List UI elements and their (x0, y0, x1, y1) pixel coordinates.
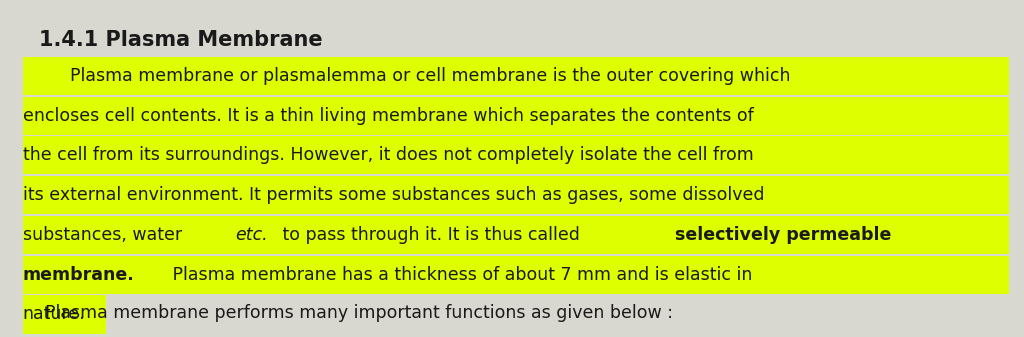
Text: to pass through it. It is thus called: to pass through it. It is thus called (278, 226, 586, 244)
Text: selectively permeable: selectively permeable (675, 226, 891, 244)
Text: encloses cell contents. It is a thin living membrane which separates the content: encloses cell contents. It is a thin liv… (23, 106, 754, 125)
Text: etc.: etc. (234, 226, 267, 244)
Bar (23, 176, 1009, 214)
Text: its external environment. It permits some substances such as gases, some dissolv: its external environment. It permits som… (23, 186, 764, 204)
Bar (23, 255, 1009, 294)
Text: 1.4.1 Plasma Membrane: 1.4.1 Plasma Membrane (39, 30, 323, 50)
Bar (23, 57, 1009, 95)
Text: Plasma membrane or plasmalemma or cell membrane is the outer covering which: Plasma membrane or plasmalemma or cell m… (70, 67, 791, 85)
Text: Plasma membrane has a thickness of about 7 mm and is elastic in: Plasma membrane has a thickness of about… (167, 266, 752, 284)
Text: the cell from its surroundings. However, it does not completely isolate the cell: the cell from its surroundings. However,… (23, 146, 754, 164)
Bar (23, 216, 1009, 254)
Text: nature.: nature. (23, 305, 85, 324)
Bar (23, 136, 1009, 175)
Text: Plasma membrane performs many important functions as given below :: Plasma membrane performs many important … (23, 304, 673, 323)
Text: substances, water: substances, water (23, 226, 187, 244)
Bar (23, 96, 1009, 135)
Bar (23, 295, 106, 334)
Text: membrane.: membrane. (23, 266, 134, 284)
